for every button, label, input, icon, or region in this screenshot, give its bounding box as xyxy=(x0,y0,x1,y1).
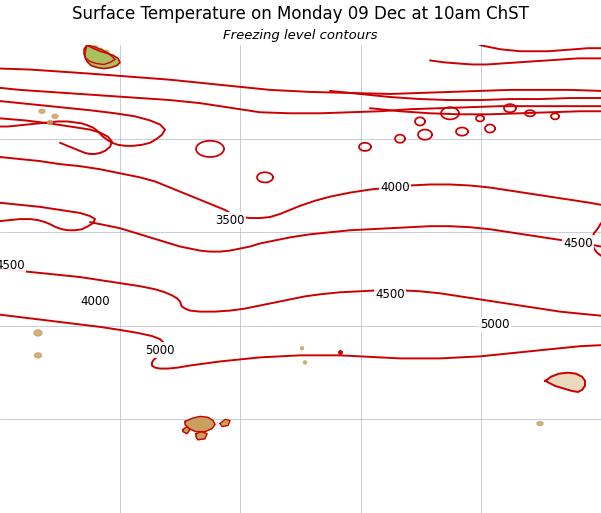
Text: Surface Temperature on Monday 09 Dec at 10am ChST: Surface Temperature on Monday 09 Dec at … xyxy=(72,5,529,23)
Text: 4500: 4500 xyxy=(563,237,593,250)
Text: 4000: 4000 xyxy=(80,295,110,308)
Polygon shape xyxy=(185,417,215,431)
Polygon shape xyxy=(34,330,42,336)
Polygon shape xyxy=(97,49,101,52)
Polygon shape xyxy=(220,420,230,426)
Polygon shape xyxy=(52,114,58,119)
Polygon shape xyxy=(304,361,307,364)
Polygon shape xyxy=(47,121,52,125)
Polygon shape xyxy=(103,50,109,54)
Text: 5000: 5000 xyxy=(480,319,510,331)
Polygon shape xyxy=(92,46,98,50)
Polygon shape xyxy=(93,46,97,49)
Polygon shape xyxy=(84,45,115,65)
Polygon shape xyxy=(183,426,190,433)
Polygon shape xyxy=(196,431,207,440)
Text: 4000: 4000 xyxy=(380,181,410,194)
Polygon shape xyxy=(85,45,120,69)
Text: Freezing level contours: Freezing level contours xyxy=(223,29,378,42)
Polygon shape xyxy=(102,51,106,54)
Polygon shape xyxy=(34,353,41,358)
Polygon shape xyxy=(97,48,103,52)
Polygon shape xyxy=(300,347,304,350)
Polygon shape xyxy=(545,372,585,392)
Text: 4500: 4500 xyxy=(375,288,405,301)
Polygon shape xyxy=(537,422,543,425)
Text: 4500: 4500 xyxy=(0,260,25,272)
Text: 3500: 3500 xyxy=(215,213,245,227)
Polygon shape xyxy=(39,109,45,113)
Text: 5000: 5000 xyxy=(145,344,175,357)
